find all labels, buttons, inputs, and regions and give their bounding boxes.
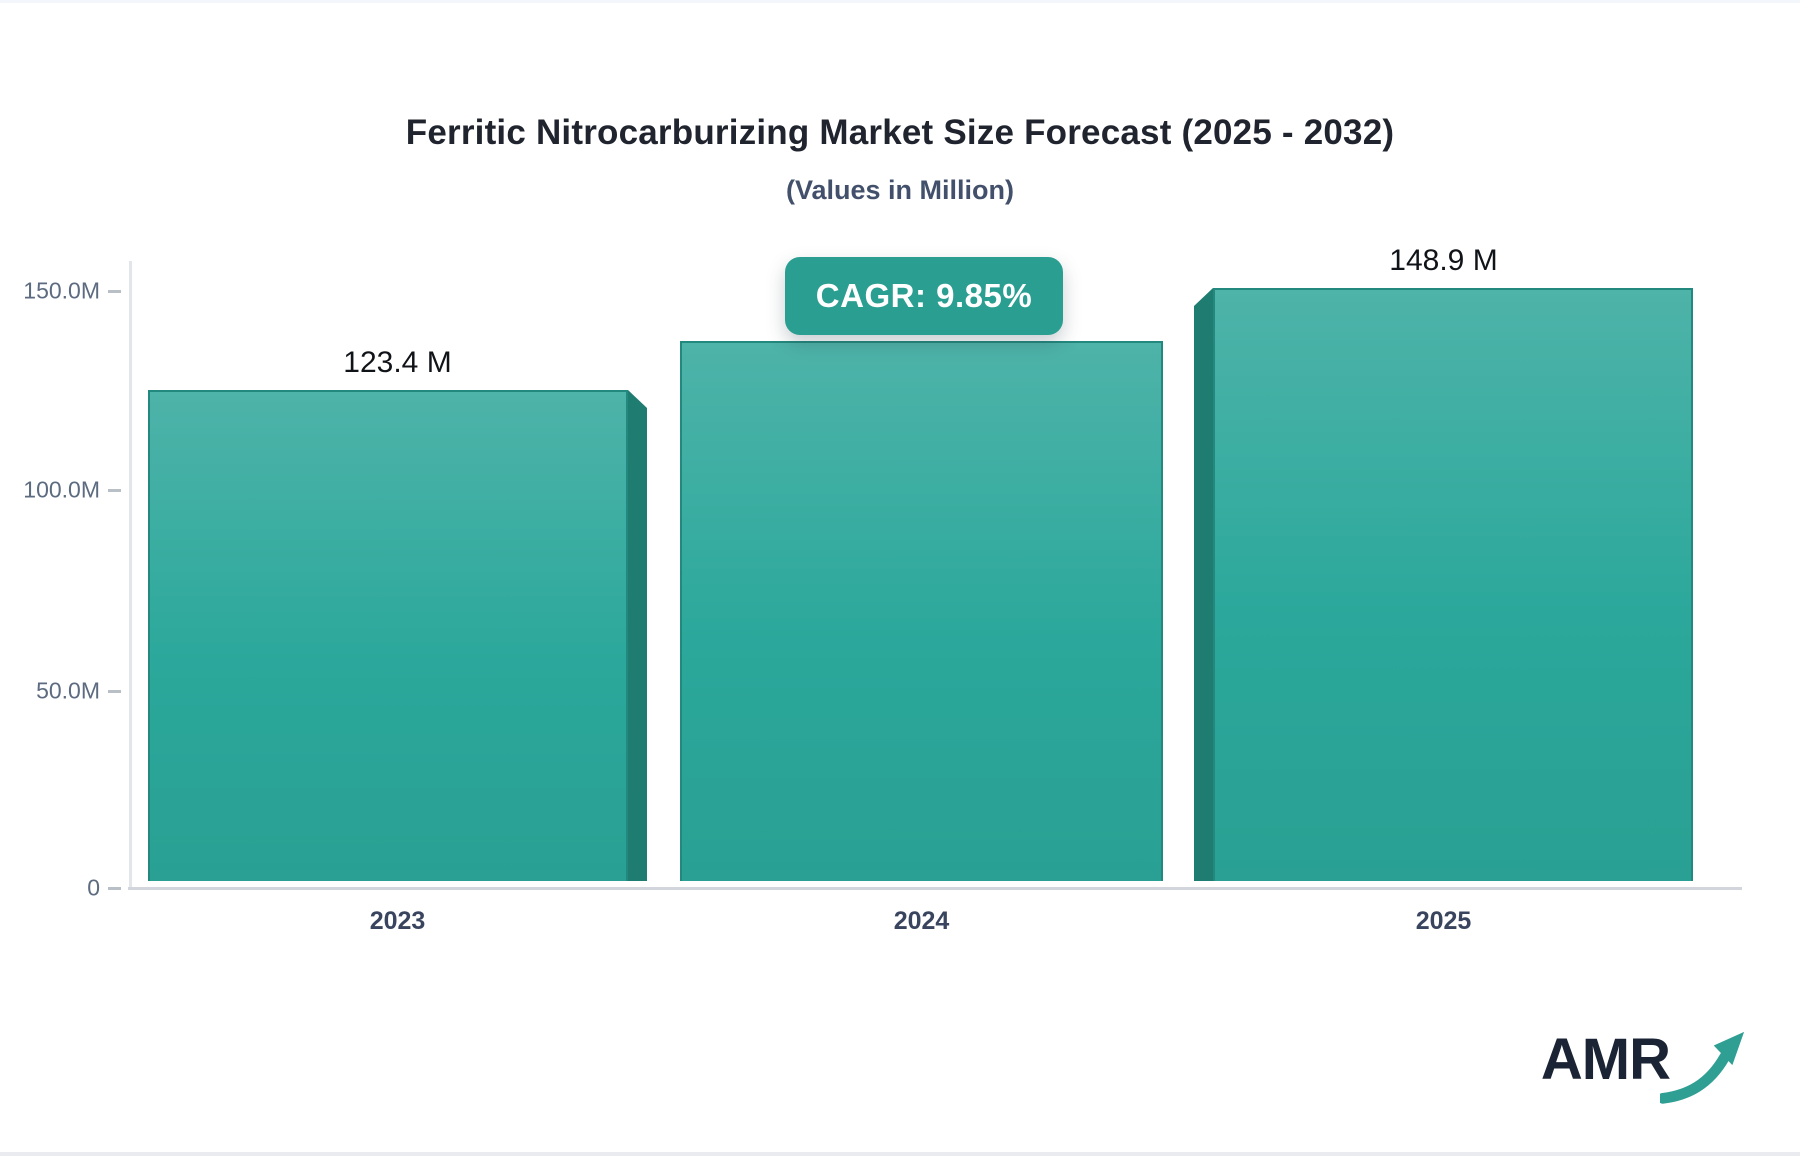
chart-title: Ferritic Nitrocarburizing Market Size Fo… (405, 113, 1395, 152)
y-tick-mark-150m (108, 290, 121, 293)
bar-body-2024 (680, 341, 1163, 881)
x-axis-line (128, 887, 1742, 890)
y-tick-label-100m: 100.0M (23, 476, 100, 503)
amr-logo: AMR (1541, 1025, 1748, 1114)
bar-body-2025 (1213, 288, 1693, 881)
cagr-badge: CAGR: 9.85% (785, 257, 1063, 335)
bar-2024: 135.6 M (680, 297, 1163, 881)
y-tick-label-0: 0 (87, 874, 100, 901)
bar-side-face-2023 (628, 390, 647, 881)
x-tick-label-2024: 2024 (893, 907, 950, 935)
y-tick-label-150m: 150.0M (23, 277, 100, 304)
x-tick-label-2025: 2025 (1415, 907, 1472, 935)
bar-body-2023 (148, 390, 628, 881)
x-tick-label-2023: 2023 (369, 907, 426, 935)
y-tick-label-50m: 50.0M (36, 677, 100, 704)
bar-2025: 148.9 M (1194, 244, 1693, 881)
bar-value-label-2023: 123.4 M (343, 346, 452, 379)
y-axis-line (129, 261, 132, 889)
bar-2023: 123.4 M (148, 346, 647, 881)
chart-subtitle: (Values in Million) (785, 175, 1015, 205)
amr-logo-text: AMR (1540, 1027, 1671, 1092)
y-tick-mark-0 (108, 887, 121, 890)
bar-value-label-2025: 148.9 M (1389, 244, 1498, 277)
y-tick-mark-50m (108, 690, 121, 693)
bar-side-face-2025 (1194, 288, 1213, 881)
growth-arrow-icon (1657, 1027, 1748, 1114)
y-tick-mark-100m (108, 489, 121, 492)
